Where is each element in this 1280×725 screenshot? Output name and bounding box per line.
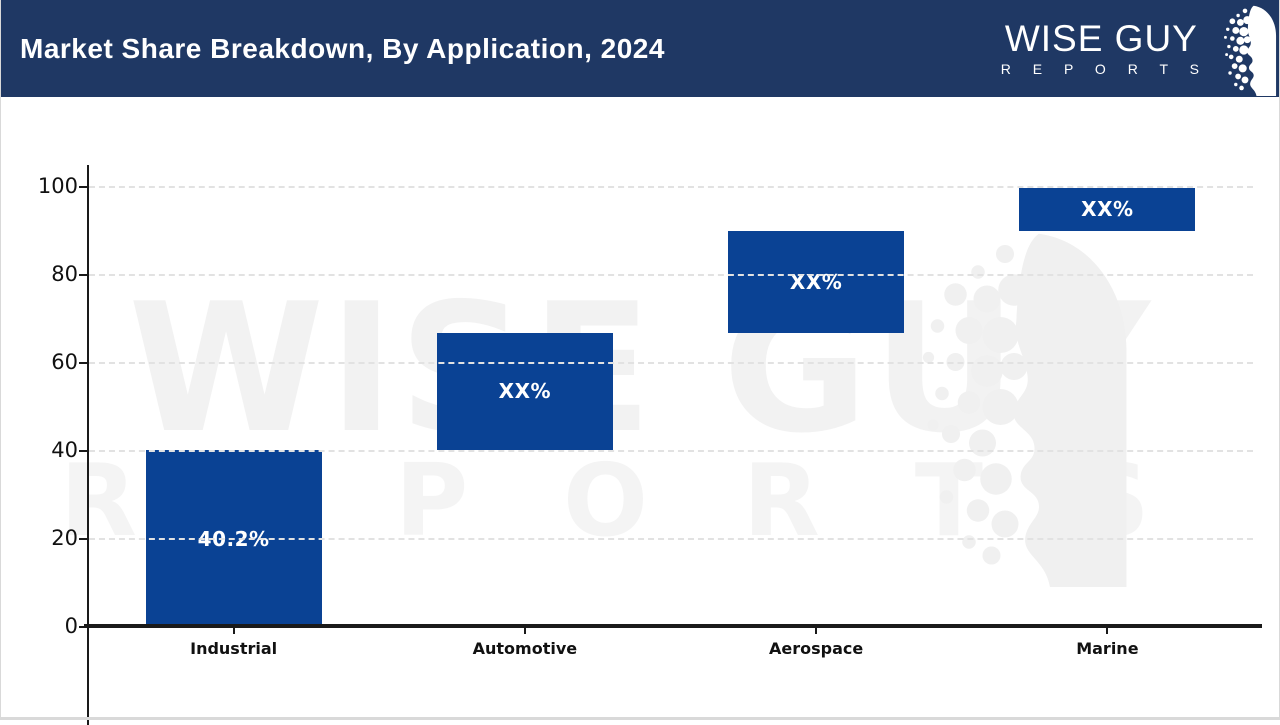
y-tick-mark-40 [79,450,88,452]
x-tick-mark-aerospace [815,628,818,634]
x-tick-mark-automotive [523,628,526,634]
y-tick-label-0: 0 [64,614,78,638]
x-axis-spine [84,624,1262,628]
x-category-label-automotive: Automotive [472,639,578,658]
y-axis-spine [87,165,89,725]
x-category-label-industrial: Industrial [190,639,278,658]
bar-automotive: XX% [436,332,613,451]
logo-text: WISE GUY R E P O R T S [995,18,1208,77]
bar-marine: XX% [1019,187,1196,231]
x-category-label-marine: Marine [1076,639,1139,658]
bar-value-label: XX% [498,379,552,404]
y-tick-label-20: 20 [51,526,78,550]
gridline-40 [89,450,1253,452]
watermark-brand-text: WISE GUY [128,265,1154,472]
gridline-60 [89,362,1253,364]
x-category-label-aerospace: Aerospace [769,639,864,658]
bar-value-label: XX% [789,269,843,294]
y-tick-label-40: 40 [51,438,78,462]
x-tick-mark-marine [1106,628,1109,634]
wise-guy-reports-logo: WISE GUY R E P O R T S [995,0,1280,97]
watermark-head-profile-dots [922,233,1127,587]
gridline-100 [89,186,1253,188]
logo-brand-subtitle: R E P O R T S [1000,60,1208,77]
y-tick-mark-20 [79,538,88,540]
head-profile-dots-icon [1224,5,1277,96]
x-tick-mark-industrial [232,628,235,634]
y-tick-label-80: 80 [51,262,78,286]
y-tick-mark-0 [79,626,88,628]
gridline-20 [89,538,1253,540]
y-tick-label-100: 100 [37,174,78,198]
y-tick-label-60: 60 [51,350,78,374]
y-tick-mark-100 [79,186,88,188]
logo-brand-name: WISE GUY [1004,18,1198,60]
page-title: Market Share Breakdown, By Application, … [20,32,665,64]
bar-value-label: XX% [1081,197,1134,222]
y-tick-mark-60 [79,362,88,364]
y-tick-mark-80 [79,274,88,276]
bar-aerospace: XX% [728,230,905,333]
gridline-80 [89,274,1253,276]
header-bar: Market Share Breakdown, By Application, … [0,0,1280,97]
